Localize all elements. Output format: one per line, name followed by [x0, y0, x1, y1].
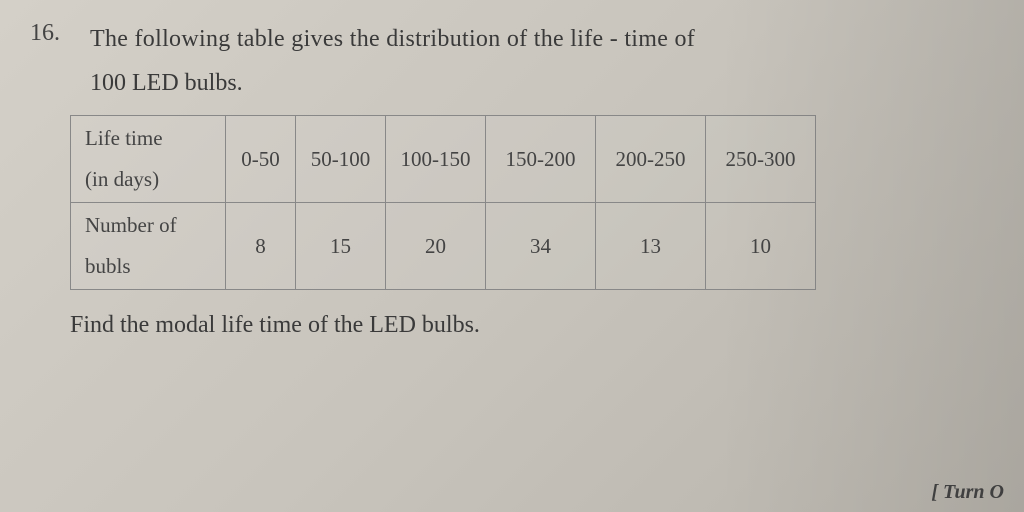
- row-header-label: Number of: [85, 213, 211, 238]
- table-cell: 10: [706, 203, 816, 290]
- row-header-label: Life time: [85, 126, 211, 151]
- page-footer-hint: [ Turn O: [931, 481, 1004, 504]
- table-cell: 50-100: [296, 116, 386, 203]
- table-row: Life time (in days) 0-50 50-100 100-150 …: [71, 116, 816, 203]
- table-cell: 150-200: [486, 116, 596, 203]
- row-header-sublabel: bubls: [85, 254, 131, 278]
- table-cell: 8: [226, 203, 296, 290]
- question-closing: Find the modal life time of the LED bulb…: [70, 312, 994, 339]
- table-cell: 250-300: [706, 116, 816, 203]
- row-header-number: Number of bubls: [71, 203, 226, 290]
- table-cell: 34: [486, 203, 596, 290]
- table-cell: 15: [296, 203, 386, 290]
- question-text-line1: The following table gives the distributi…: [90, 20, 695, 58]
- question-header: 16. The following table gives the distri…: [30, 20, 994, 58]
- table-cell: 200-250: [596, 116, 706, 203]
- table-cell: 20: [386, 203, 486, 290]
- question-number: 16.: [30, 20, 66, 47]
- table-cell: 13: [596, 203, 706, 290]
- distribution-table: Life time (in days) 0-50 50-100 100-150 …: [70, 115, 816, 290]
- row-header-sublabel: (in days): [85, 167, 159, 191]
- table-row: Number of bubls 8 15 20 34 13 10: [71, 203, 816, 290]
- row-header-lifetime: Life time (in days): [71, 116, 226, 203]
- question-text-line2: 100 LED bulbs.: [90, 70, 994, 97]
- table-cell: 0-50: [226, 116, 296, 203]
- table-cell: 100-150: [386, 116, 486, 203]
